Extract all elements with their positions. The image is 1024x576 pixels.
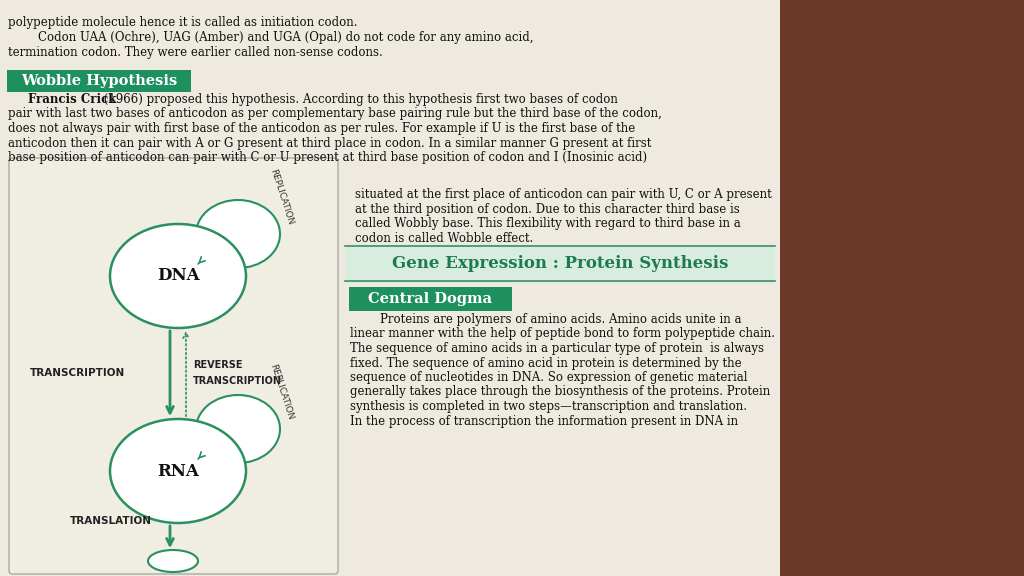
Ellipse shape bbox=[110, 224, 246, 328]
Text: TRANSCRIPTION: TRANSCRIPTION bbox=[30, 369, 125, 378]
Text: Codon UAA (Ochre), UAG (Amber) and UGA (Opal) do not code for any amino acid,: Codon UAA (Ochre), UAG (Amber) and UGA (… bbox=[8, 31, 534, 44]
Text: Francis Crick: Francis Crick bbox=[28, 93, 117, 106]
Text: polypeptide molecule hence it is called as initiation codon.: polypeptide molecule hence it is called … bbox=[8, 16, 357, 29]
FancyBboxPatch shape bbox=[9, 158, 338, 574]
Text: REPLICATION: REPLICATION bbox=[268, 168, 295, 226]
Text: linear manner with the help of peptide bond to form polypeptide chain.: linear manner with the help of peptide b… bbox=[350, 328, 775, 340]
Text: pair with last two bases of anticodon as per complementary base pairing rule but: pair with last two bases of anticodon as… bbox=[8, 108, 662, 120]
Text: anticodon then it can pair with A or G present at third place in codon. In a sim: anticodon then it can pair with A or G p… bbox=[8, 137, 651, 150]
FancyBboxPatch shape bbox=[345, 245, 775, 283]
Text: at the third position of codon. Due to this character third base is: at the third position of codon. Due to t… bbox=[355, 203, 739, 215]
Text: synthesis is completed in two steps—transcription and translation.: synthesis is completed in two steps—tran… bbox=[350, 400, 746, 413]
Text: In the process of transcription the information present in DNA in: In the process of transcription the info… bbox=[350, 415, 738, 427]
Text: Central Dogma: Central Dogma bbox=[368, 291, 492, 305]
Text: Wobble Hypothesis: Wobble Hypothesis bbox=[20, 74, 177, 88]
Polygon shape bbox=[0, 0, 780, 576]
Text: termination codon. They were earlier called non-sense codons.: termination codon. They were earlier cal… bbox=[8, 46, 383, 59]
Text: fixed. The sequence of amino acid in protein is determined by the: fixed. The sequence of amino acid in pro… bbox=[350, 357, 741, 369]
Text: REVERSE: REVERSE bbox=[193, 361, 243, 370]
Ellipse shape bbox=[196, 200, 280, 268]
Text: RNA: RNA bbox=[157, 463, 199, 479]
Text: called Wobbly base. This flexibility with regard to third base in a: called Wobbly base. This flexibility wit… bbox=[355, 217, 740, 230]
Text: base position of anticodon can pair with C or U present at third base position o: base position of anticodon can pair with… bbox=[8, 151, 647, 164]
FancyBboxPatch shape bbox=[7, 70, 191, 92]
Text: TRANSCRIPTION: TRANSCRIPTION bbox=[193, 377, 282, 386]
Text: Proteins are polymers of amino acids. Amino acids unite in a: Proteins are polymers of amino acids. Am… bbox=[350, 313, 741, 326]
Ellipse shape bbox=[110, 419, 246, 523]
Ellipse shape bbox=[148, 550, 198, 572]
Text: does not always pair with first base of the anticodon as per rules. For example : does not always pair with first base of … bbox=[8, 122, 635, 135]
Text: The sequence of amino acids in a particular type of protein  is always: The sequence of amino acids in a particu… bbox=[350, 342, 764, 355]
FancyBboxPatch shape bbox=[348, 286, 512, 310]
Text: generally takes place through the biosynthesis of the proteins. Protein: generally takes place through the biosyn… bbox=[350, 385, 770, 399]
Text: DNA: DNA bbox=[157, 267, 200, 285]
Text: (1966) proposed this hypothesis. According to this hypothesis first two bases of: (1966) proposed this hypothesis. Accordi… bbox=[100, 93, 617, 106]
Text: Gene Expression : Protein Synthesis: Gene Expression : Protein Synthesis bbox=[392, 255, 728, 271]
Text: TRANSLATION: TRANSLATION bbox=[70, 516, 152, 526]
Ellipse shape bbox=[196, 395, 280, 463]
Text: codon is called Wobble effect.: codon is called Wobble effect. bbox=[355, 232, 534, 244]
Text: sequence of nucleotides in DNA. So expression of genetic material: sequence of nucleotides in DNA. So expre… bbox=[350, 371, 748, 384]
Text: REPLICATION: REPLICATION bbox=[268, 363, 295, 421]
Text: situated at the first place of anticodon can pair with U, C or A present: situated at the first place of anticodon… bbox=[355, 188, 772, 201]
Polygon shape bbox=[780, 0, 1024, 576]
